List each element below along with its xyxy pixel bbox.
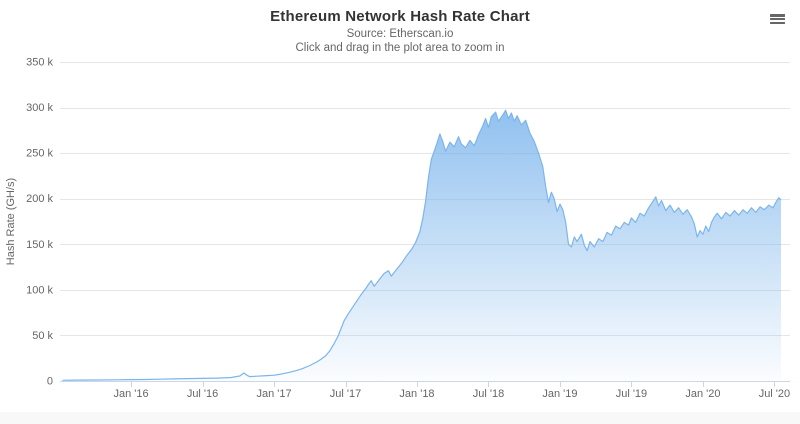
series-line (62, 109, 782, 381)
series-area-fill (62, 110, 781, 382)
chart-subtitle-hint: Click and drag in the plot area to zoom … (295, 42, 505, 54)
x-axis-tick-label: Jan '17 (256, 388, 291, 400)
y-axis-tick-label: 300 k (26, 102, 53, 114)
page-background-strip (0, 412, 800, 424)
x-axis-tick-label: Jan '20 (685, 388, 720, 400)
x-axis-tick-label: Jan '18 (399, 388, 434, 400)
chart-subtitle-source: Source: Etherscan.io (346, 28, 454, 40)
y-axis-tick-label: 50 k (32, 330, 53, 342)
x-axis-tick-label: Jul '17 (330, 388, 361, 400)
y-axis-title: Hash Rate (GH/s) (5, 178, 17, 265)
hamburger-icon (770, 17, 785, 21)
y-axis-tick-label: 100 k (26, 284, 53, 296)
chart-context-menu-button[interactable] (768, 12, 785, 26)
y-axis-tick-label: 200 k (26, 193, 53, 205)
x-axis-tick-label: Jul '16 (187, 388, 218, 400)
x-axis-tick-label: Jul '18 (473, 388, 504, 400)
hamburger-icon (770, 14, 785, 17)
chart-title: Ethereum Network Hash Rate Chart (270, 8, 530, 25)
x-axis-tick-label: Jul '20 (759, 388, 790, 400)
y-axis-tick-label: 350 k (26, 57, 53, 69)
x-axis-tick-label: Jan '19 (542, 388, 577, 400)
x-axis-tick-label: Jan '16 (113, 388, 148, 400)
y-axis-tick-label: 250 k (26, 148, 53, 160)
hamburger-icon (770, 21, 785, 24)
chart-plot-svg: 0 50 k 100 k 150 k 200 k 250 k 300 k 350 k Jan '… (5, 57, 790, 401)
plot-area[interactable] (60, 62, 790, 381)
hashrate-chart: Ethereum Network Hash Rate Chart Source:… (5, 8, 791, 401)
x-axis-tick-label: Jul '19 (616, 388, 647, 400)
y-axis-tick-label: 0 (47, 376, 53, 388)
y-axis-tick-label: 150 k (26, 239, 53, 251)
